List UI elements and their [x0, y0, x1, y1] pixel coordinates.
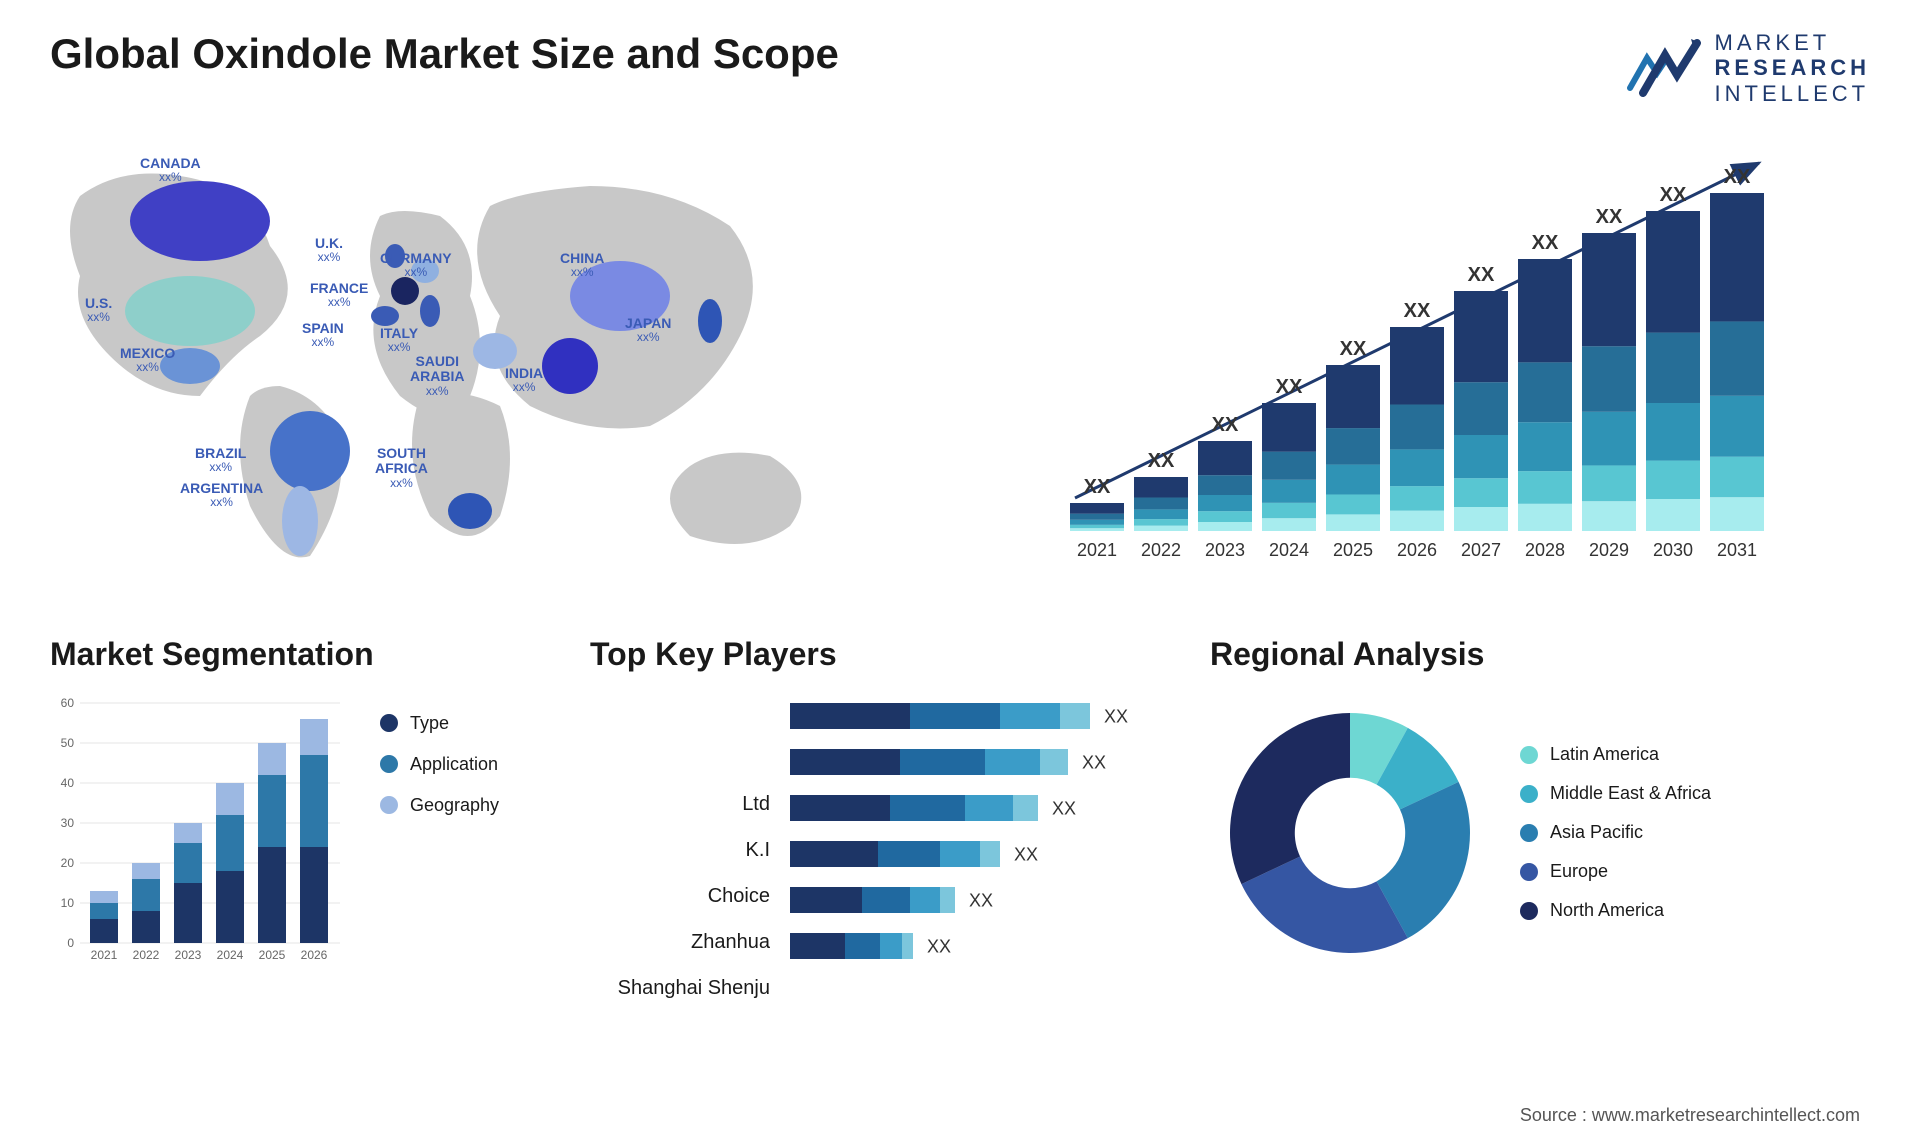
svg-text:40: 40: [61, 776, 75, 790]
svg-text:50: 50: [61, 736, 75, 750]
legend-item: Geography: [380, 795, 499, 816]
svg-text:2028: 2028: [1525, 540, 1565, 560]
map-label: U.S.xx%: [85, 296, 112, 325]
map-label: FRANCExx%: [310, 281, 368, 310]
svg-text:XX: XX: [1084, 476, 1111, 498]
segmentation-legend: Type Application Geography: [380, 693, 499, 973]
svg-text:2023: 2023: [175, 948, 202, 962]
svg-text:XX: XX: [1014, 844, 1038, 864]
svg-text:30: 30: [61, 816, 75, 830]
segmentation-chart: 0 10 20 30 40 50 60 2021 2022 2023 2024 2025 2026: [50, 693, 350, 973]
legend-item: Europe: [1520, 861, 1711, 882]
map-label: ARGENTINAxx%: [180, 481, 263, 510]
svg-text:20: 20: [61, 856, 75, 870]
svg-text:XX: XX: [1082, 752, 1106, 772]
players-title: Top Key Players: [590, 636, 1150, 673]
map-label: BRAZILxx%: [195, 446, 246, 475]
svg-text:XX: XX: [1660, 184, 1687, 206]
growth-chart: XX 2021 XX 2022 XX 2023 XX 2024 XX 2025 XX 2026 XX 20…: [1010, 136, 1870, 586]
world-map: CANADAxx% U.S.xx% MEXICOxx% BRAZILxx% ARGENT…: [50, 136, 930, 586]
svg-text:XX: XX: [969, 890, 993, 910]
svg-text:2025: 2025: [1333, 540, 1373, 560]
regional-legend: Latin America Middle East & Africa Asia Pa…: [1520, 744, 1711, 921]
svg-text:XX: XX: [1596, 206, 1623, 228]
map-label: CANADAxx%: [140, 156, 201, 185]
players-panel: Top Key Players Ltd K.I Choice Zhanhua Shang…: [590, 636, 1150, 1001]
svg-text:XX: XX: [1468, 264, 1495, 286]
source-citation: Source : www.marketresearchintellect.com: [1520, 1105, 1860, 1126]
svg-text:2026: 2026: [301, 948, 328, 962]
svg-text:XX: XX: [1148, 450, 1175, 472]
svg-text:XX: XX: [1340, 338, 1367, 360]
segmentation-title: Market Segmentation: [50, 636, 530, 673]
legend-item: Application: [380, 754, 499, 775]
svg-text:2021: 2021: [91, 948, 118, 962]
svg-text:2022: 2022: [133, 948, 160, 962]
map-label: SOUTHAFRICAxx%: [375, 446, 428, 490]
svg-text:10: 10: [61, 896, 75, 910]
map-label: SAUDIARABIAxx%: [410, 354, 464, 398]
map-label: GERMANYxx%: [380, 251, 452, 280]
legend-item: Latin America: [1520, 744, 1711, 765]
growth-svg: XX 2021 XX 2022 XX 2023 XX 2024 XX 2025 XX 2026 XX 20…: [1010, 136, 1870, 586]
regional-panel: Regional Analysis Latin America Middle Ea…: [1210, 636, 1870, 1001]
svg-text:2022: 2022: [1141, 540, 1181, 560]
player-label: [590, 745, 770, 771]
svg-text:XX: XX: [927, 936, 951, 956]
svg-text:60: 60: [61, 696, 75, 710]
svg-text:2024: 2024: [1269, 540, 1309, 560]
player-label: Choice: [590, 883, 770, 909]
svg-text:XX: XX: [1532, 232, 1559, 254]
svg-text:XX: XX: [1404, 300, 1431, 322]
svg-text:XX: XX: [1276, 376, 1303, 398]
logo-text: MARKET RESEARCH INTELLECT: [1715, 30, 1870, 106]
svg-text:XX: XX: [1104, 706, 1128, 726]
svg-text:XX: XX: [1212, 414, 1239, 436]
regional-title: Regional Analysis: [1210, 636, 1870, 673]
player-label: K.I: [590, 837, 770, 863]
legend-item: Type: [380, 713, 499, 734]
svg-text:XX: XX: [1724, 166, 1751, 188]
player-label: Ltd: [590, 791, 770, 817]
legend-item: Asia Pacific: [1520, 822, 1711, 843]
svg-text:2026: 2026: [1397, 540, 1437, 560]
players-chart: XX XX XX XX XX XX: [790, 693, 1150, 993]
map-label: JAPANxx%: [625, 316, 671, 345]
regional-donut: [1210, 693, 1490, 973]
svg-text:0: 0: [67, 936, 74, 950]
svg-text:2027: 2027: [1461, 540, 1501, 560]
player-label: Zhanhua: [590, 929, 770, 955]
svg-text:2024: 2024: [217, 948, 244, 962]
svg-text:2030: 2030: [1653, 540, 1693, 560]
players-labels: Ltd K.I Choice Zhanhua Shanghai Shenju: [590, 693, 770, 1001]
map-svg: [50, 136, 930, 586]
legend-item: Middle East & Africa: [1520, 783, 1711, 804]
map-label: CHINAxx%: [560, 251, 604, 280]
svg-text:2023: 2023: [1205, 540, 1245, 560]
page-title: Global Oxindole Market Size and Scope: [50, 30, 839, 78]
brand-logo: MARKET RESEARCH INTELLECT: [1625, 30, 1870, 106]
map-label: MEXICOxx%: [120, 346, 175, 375]
map-label: INDIAxx%: [505, 366, 543, 395]
svg-text:2025: 2025: [259, 948, 286, 962]
svg-text:2031: 2031: [1717, 540, 1757, 560]
map-label: ITALYxx%: [380, 326, 418, 355]
svg-text:XX: XX: [1052, 798, 1076, 818]
logo-icon: [1625, 33, 1705, 103]
svg-text:2029: 2029: [1589, 540, 1629, 560]
svg-text:2021: 2021: [1077, 540, 1117, 560]
map-label: SPAINxx%: [302, 321, 344, 350]
player-label: Shanghai Shenju: [590, 975, 770, 1001]
segmentation-panel: Market Segmentation 0 10 20 30 40 50 60 2021 202…: [50, 636, 530, 1001]
map-label: U.K.xx%: [315, 236, 343, 265]
legend-item: North America: [1520, 900, 1711, 921]
